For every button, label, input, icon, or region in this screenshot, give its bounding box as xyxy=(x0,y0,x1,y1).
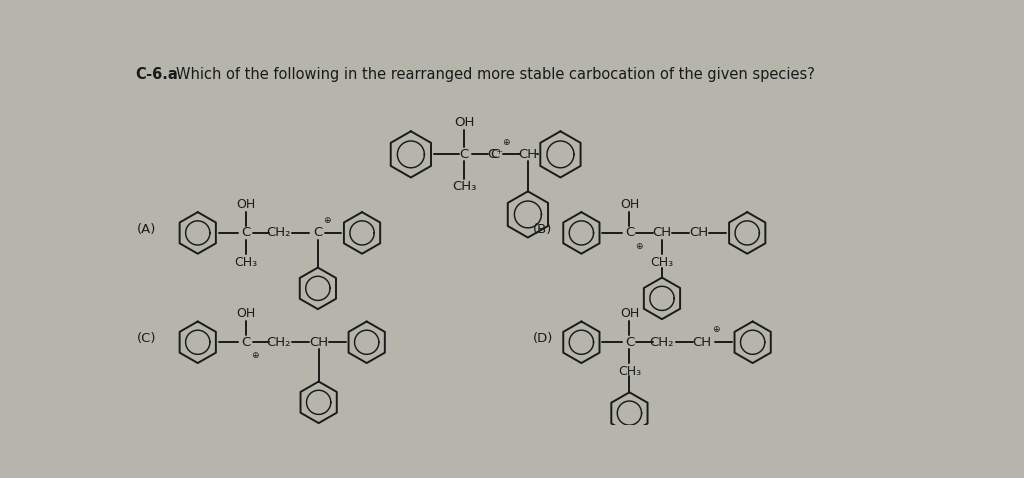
Text: C: C xyxy=(313,227,323,239)
Text: CH₃: CH₃ xyxy=(617,365,641,378)
Text: C⁺: C⁺ xyxy=(487,148,504,161)
Text: ⊕: ⊕ xyxy=(502,138,509,147)
Text: OH: OH xyxy=(237,307,255,320)
Text: CH₃: CH₃ xyxy=(650,256,674,269)
Text: OH: OH xyxy=(620,307,639,320)
Text: CH: CH xyxy=(518,148,538,161)
Text: C: C xyxy=(242,336,251,349)
Text: (C): (C) xyxy=(137,332,157,345)
Text: (D): (D) xyxy=(532,332,553,345)
Text: CH₂: CH₂ xyxy=(649,336,674,349)
Text: CH: CH xyxy=(309,336,329,349)
Text: (A): (A) xyxy=(137,223,157,236)
Text: OH: OH xyxy=(455,116,474,129)
Text: CH: CH xyxy=(692,336,712,349)
Text: CH₃: CH₃ xyxy=(234,256,257,269)
Text: C: C xyxy=(490,148,500,161)
Text: OH: OH xyxy=(237,198,255,211)
Text: OH: OH xyxy=(620,198,639,211)
Text: ⊕: ⊕ xyxy=(324,216,331,225)
Text: C: C xyxy=(460,148,469,161)
Text: (B): (B) xyxy=(532,223,552,236)
Text: ⊕: ⊕ xyxy=(712,326,719,335)
Text: C: C xyxy=(625,336,634,349)
Text: ⊕: ⊕ xyxy=(251,351,259,360)
Text: CH: CH xyxy=(689,227,709,239)
Text: ⊕: ⊕ xyxy=(635,241,642,250)
Text: CH₂: CH₂ xyxy=(266,227,291,239)
Text: C: C xyxy=(625,227,634,239)
Text: CH₃: CH₃ xyxy=(453,180,476,193)
Text: Which of the following in the rearranged more stable carbocation of the given sp: Which of the following in the rearranged… xyxy=(176,67,815,82)
Text: C-6.a: C-6.a xyxy=(136,67,178,82)
Text: C: C xyxy=(242,227,251,239)
Text: CH₂: CH₂ xyxy=(266,336,291,349)
Text: CH: CH xyxy=(652,227,672,239)
